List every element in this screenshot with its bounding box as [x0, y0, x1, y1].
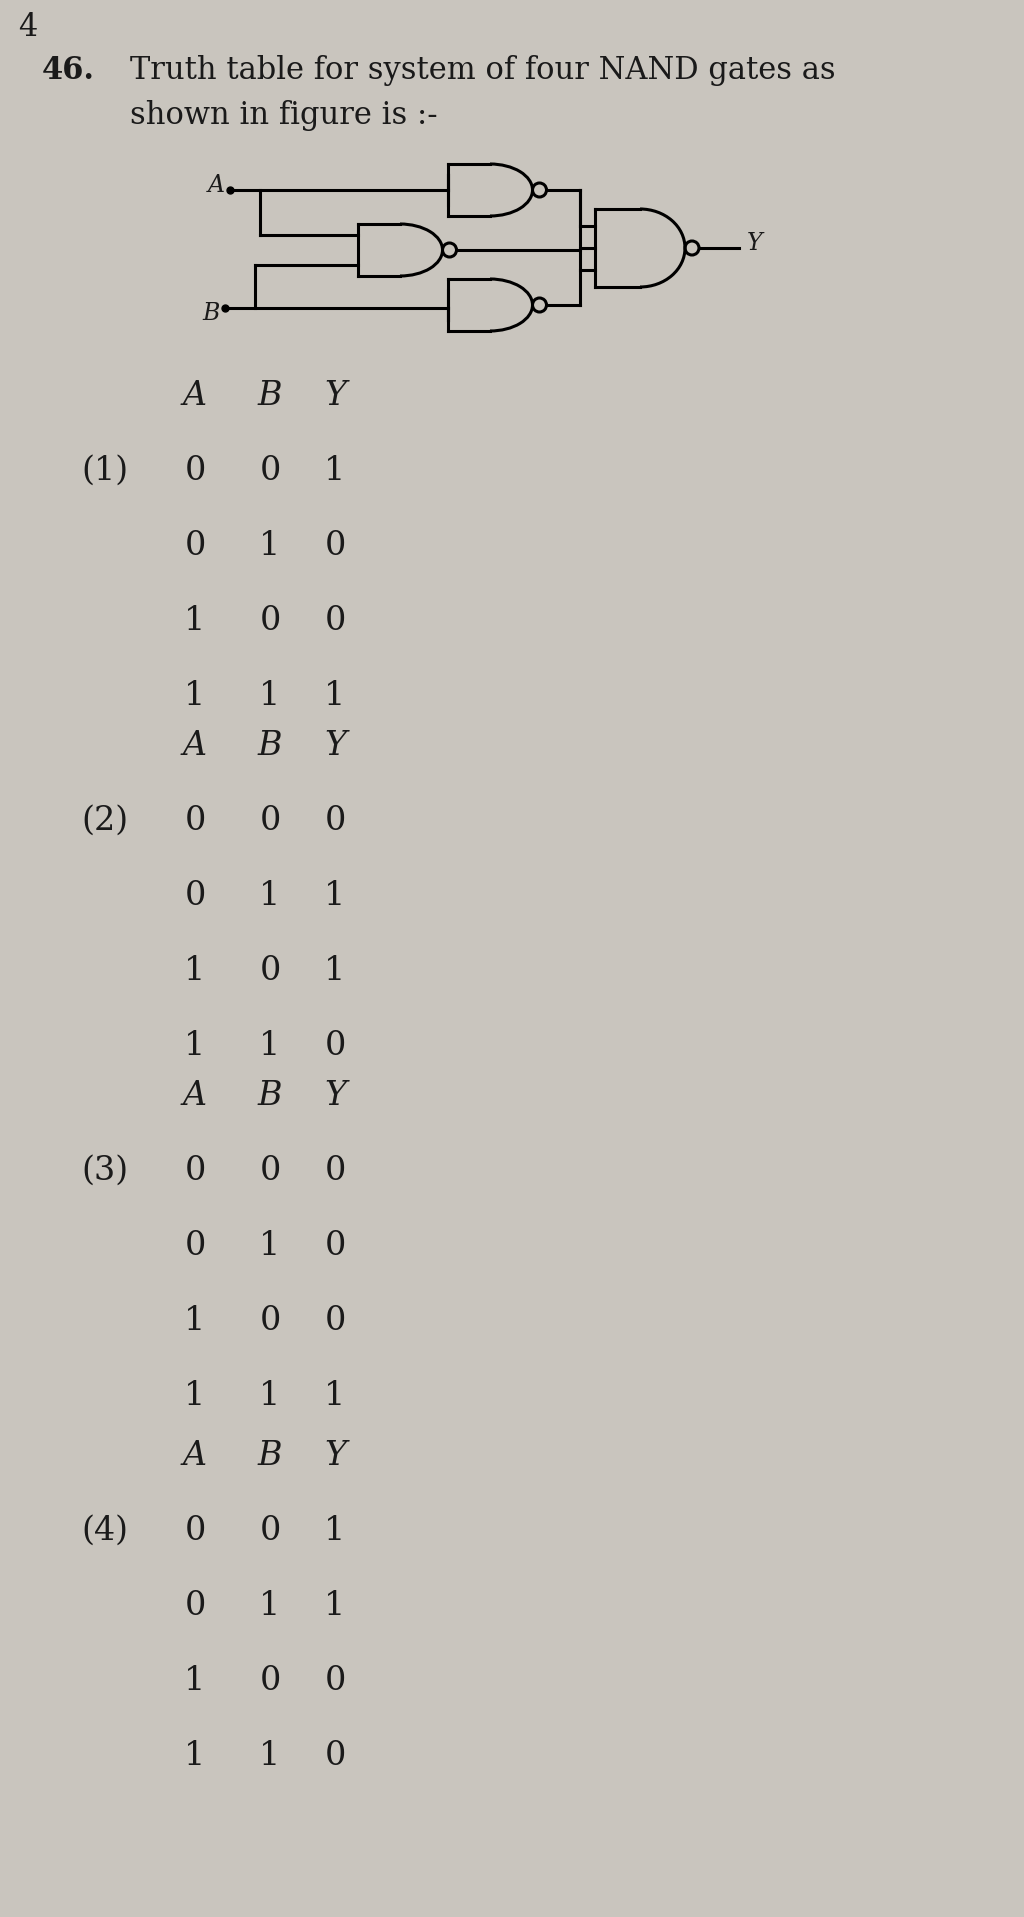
Text: 0: 0	[184, 1589, 206, 1622]
Text: 0: 0	[184, 805, 206, 838]
Text: A: A	[208, 174, 225, 197]
Text: 0: 0	[184, 529, 206, 562]
Text: 1: 1	[184, 1305, 206, 1336]
Text: 0: 0	[325, 606, 346, 636]
Text: 0: 0	[325, 1666, 346, 1697]
Text: 0: 0	[325, 1305, 346, 1336]
Text: B: B	[258, 1079, 283, 1112]
Text: 1: 1	[325, 454, 346, 487]
Text: 1: 1	[259, 681, 281, 711]
Text: 1: 1	[259, 529, 281, 562]
Text: 0: 0	[325, 1741, 346, 1771]
Text: 0: 0	[259, 1305, 281, 1336]
Text: 46.: 46.	[42, 56, 95, 86]
Text: 0: 0	[325, 1231, 346, 1261]
Text: 0: 0	[184, 454, 206, 487]
Text: 0: 0	[325, 1156, 346, 1187]
Text: A: A	[183, 380, 207, 412]
Text: 0: 0	[325, 805, 346, 838]
Text: 0: 0	[259, 1666, 281, 1697]
Text: 0: 0	[325, 1029, 346, 1062]
Text: 1: 1	[259, 1380, 281, 1413]
Text: B: B	[203, 301, 220, 324]
Text: Y: Y	[324, 1440, 346, 1472]
Text: 0: 0	[259, 606, 281, 636]
Text: 1: 1	[259, 880, 281, 912]
Text: 1: 1	[325, 1514, 346, 1547]
Text: B: B	[258, 1440, 283, 1472]
Text: 0: 0	[184, 1156, 206, 1187]
Text: shown in figure is :-: shown in figure is :-	[130, 100, 437, 130]
Text: 0: 0	[259, 955, 281, 987]
Text: 1: 1	[325, 681, 346, 711]
Text: 1: 1	[259, 1231, 281, 1261]
Text: 0: 0	[184, 880, 206, 912]
Text: 1: 1	[325, 1589, 346, 1622]
Text: 0: 0	[259, 1156, 281, 1187]
Text: 0: 0	[184, 1231, 206, 1261]
Text: 1: 1	[259, 1029, 281, 1062]
Text: Y: Y	[324, 380, 346, 412]
Text: 1: 1	[259, 1589, 281, 1622]
Text: 1: 1	[184, 681, 206, 711]
Text: 1: 1	[184, 1380, 206, 1413]
Text: Y: Y	[746, 232, 763, 255]
Text: (4): (4)	[82, 1514, 128, 1547]
Text: 1: 1	[184, 1741, 206, 1771]
Text: 1: 1	[184, 1029, 206, 1062]
Text: A: A	[183, 1079, 207, 1112]
Text: (1): (1)	[82, 454, 129, 487]
Text: B: B	[258, 380, 283, 412]
Text: 0: 0	[259, 1514, 281, 1547]
Text: 0: 0	[325, 529, 346, 562]
Text: 1: 1	[184, 1666, 206, 1697]
Text: 1: 1	[259, 1741, 281, 1771]
Text: 4: 4	[18, 12, 37, 42]
Text: (3): (3)	[82, 1156, 129, 1187]
Text: 1: 1	[325, 880, 346, 912]
Text: (2): (2)	[82, 805, 129, 838]
Text: 1: 1	[325, 955, 346, 987]
Text: 1: 1	[325, 1380, 346, 1413]
Text: 0: 0	[259, 454, 281, 487]
Text: A: A	[183, 1440, 207, 1472]
Text: 1: 1	[184, 955, 206, 987]
Text: A: A	[183, 730, 207, 761]
Text: 1: 1	[184, 606, 206, 636]
Text: Truth table for system of four NAND gates as: Truth table for system of four NAND gate…	[130, 56, 836, 86]
Text: 0: 0	[259, 805, 281, 838]
Text: Y: Y	[324, 730, 346, 761]
Text: B: B	[258, 730, 283, 761]
Text: Y: Y	[324, 1079, 346, 1112]
Text: 0: 0	[184, 1514, 206, 1547]
